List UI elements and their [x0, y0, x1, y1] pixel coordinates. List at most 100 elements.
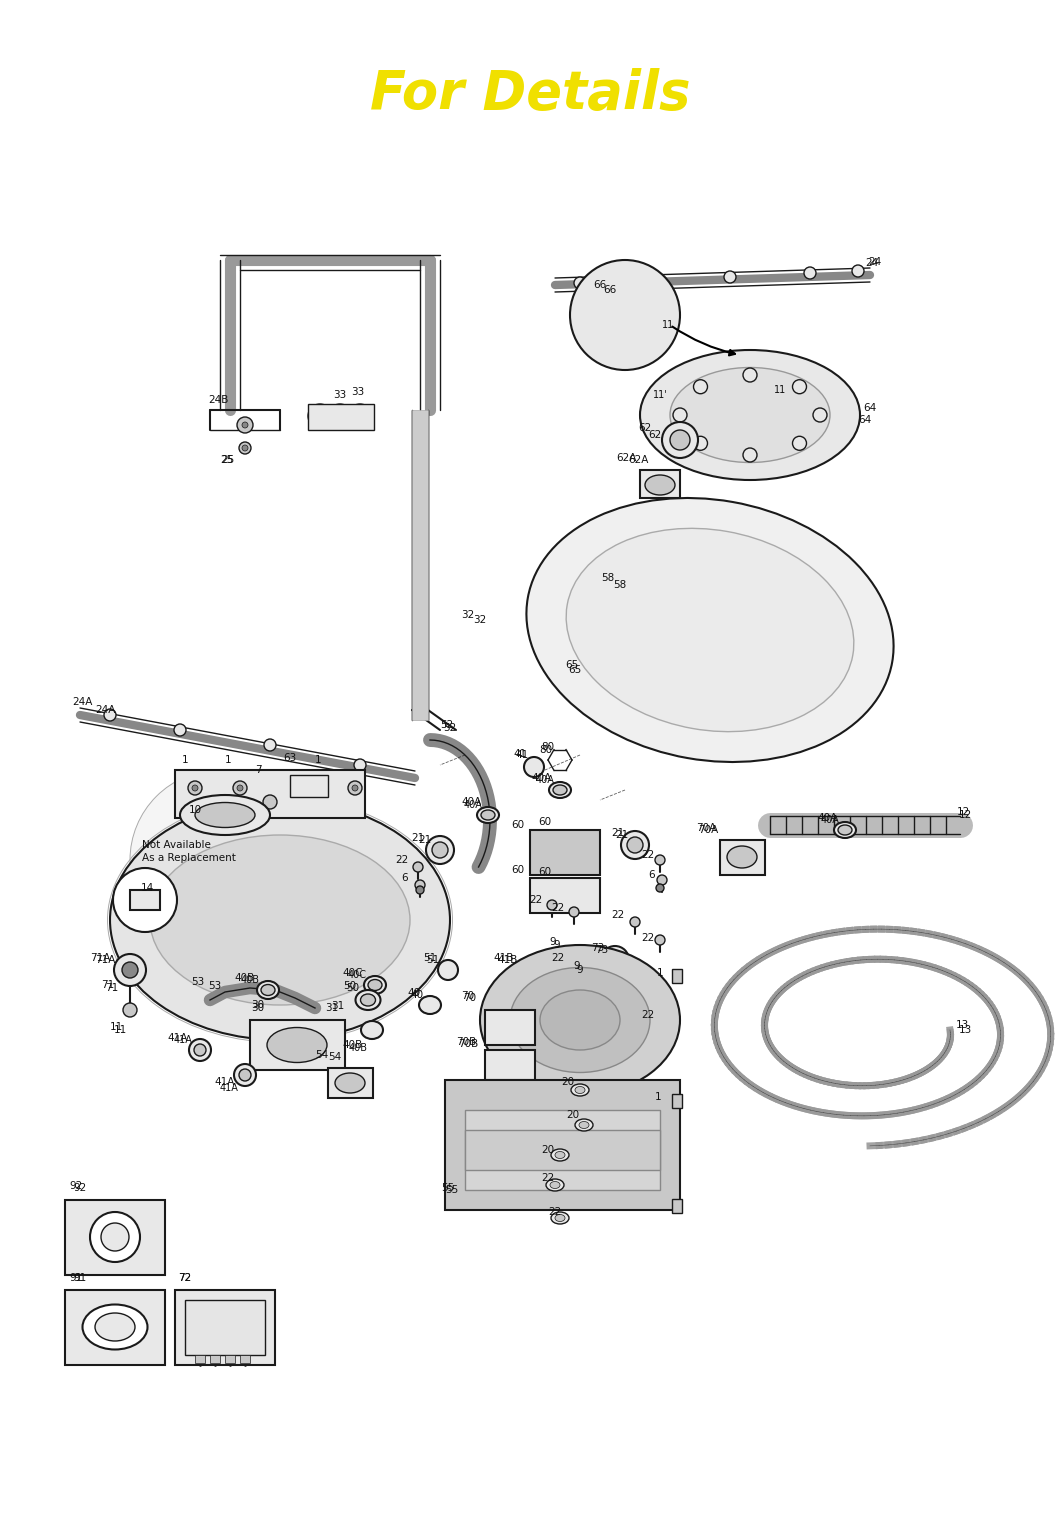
- Text: 60: 60: [511, 865, 524, 876]
- Ellipse shape: [361, 1021, 383, 1040]
- Text: 66: 66: [604, 285, 616, 295]
- Ellipse shape: [480, 945, 680, 1095]
- Circle shape: [242, 423, 248, 429]
- Ellipse shape: [150, 834, 410, 1004]
- Circle shape: [793, 436, 806, 450]
- Bar: [195, 1355, 205, 1363]
- Circle shape: [114, 954, 146, 986]
- Text: 22: 22: [541, 1173, 555, 1183]
- Circle shape: [348, 404, 372, 429]
- Ellipse shape: [727, 847, 756, 868]
- Text: 10: 10: [189, 805, 202, 814]
- Text: 71: 71: [105, 983, 119, 994]
- Ellipse shape: [427, 836, 454, 863]
- Ellipse shape: [83, 1304, 147, 1349]
- Text: 22: 22: [611, 909, 625, 920]
- Text: 60: 60: [511, 821, 524, 830]
- Bar: [465, 1130, 660, 1170]
- Text: 21: 21: [412, 833, 424, 844]
- Bar: [65, 1200, 166, 1275]
- Text: 40: 40: [407, 987, 420, 998]
- Circle shape: [237, 416, 253, 433]
- Circle shape: [237, 785, 243, 792]
- Text: 31: 31: [326, 1003, 338, 1014]
- Text: 22: 22: [642, 1010, 655, 1020]
- Ellipse shape: [834, 822, 856, 837]
- Text: 22: 22: [396, 854, 408, 865]
- Text: 40A: 40A: [820, 814, 839, 825]
- Circle shape: [174, 724, 186, 736]
- Circle shape: [352, 785, 358, 792]
- Text: 41A: 41A: [168, 1033, 188, 1043]
- Text: 41A: 41A: [220, 1082, 239, 1093]
- Bar: [65, 1291, 166, 1366]
- Text: 20: 20: [541, 1145, 555, 1154]
- Bar: [590, 974, 601, 987]
- Circle shape: [574, 277, 586, 289]
- Circle shape: [573, 980, 582, 991]
- Text: 40A: 40A: [464, 801, 483, 810]
- Text: 40B: 40B: [241, 975, 260, 984]
- Circle shape: [263, 795, 277, 808]
- Text: 40A: 40A: [536, 775, 555, 785]
- Ellipse shape: [550, 1182, 560, 1188]
- Text: 73: 73: [591, 943, 605, 952]
- Text: 33: 33: [351, 387, 365, 397]
- Ellipse shape: [571, 1084, 589, 1096]
- Text: 91: 91: [73, 1272, 87, 1283]
- Bar: [308, 404, 373, 430]
- Bar: [720, 841, 765, 876]
- Circle shape: [192, 785, 198, 792]
- Text: 50: 50: [344, 981, 356, 991]
- Circle shape: [233, 781, 247, 795]
- Circle shape: [518, 960, 538, 980]
- Bar: [530, 877, 601, 912]
- Bar: [530, 830, 601, 876]
- Text: 20: 20: [567, 1110, 579, 1121]
- Circle shape: [743, 449, 756, 462]
- Ellipse shape: [579, 1122, 589, 1128]
- Text: 14: 14: [140, 883, 154, 893]
- Bar: [672, 1095, 682, 1108]
- Text: 6: 6: [402, 873, 408, 883]
- Text: 91: 91: [69, 1272, 83, 1283]
- Circle shape: [804, 266, 816, 279]
- Ellipse shape: [621, 831, 649, 859]
- Text: 52: 52: [440, 720, 454, 730]
- Circle shape: [194, 1044, 206, 1056]
- Text: 40C: 40C: [343, 968, 363, 978]
- Circle shape: [123, 1003, 137, 1017]
- Circle shape: [694, 436, 708, 450]
- Text: 40: 40: [411, 991, 423, 1000]
- Circle shape: [264, 739, 276, 752]
- Circle shape: [662, 423, 698, 458]
- Ellipse shape: [575, 1087, 585, 1093]
- Text: 22: 22: [552, 903, 564, 912]
- Text: 41B: 41B: [493, 952, 515, 963]
- Text: 1: 1: [315, 755, 321, 766]
- Circle shape: [570, 260, 680, 371]
- Circle shape: [348, 781, 362, 795]
- Text: 52: 52: [443, 723, 456, 733]
- Circle shape: [313, 781, 327, 795]
- Ellipse shape: [555, 1151, 566, 1159]
- Bar: [290, 775, 328, 798]
- Ellipse shape: [267, 1027, 327, 1063]
- Text: 58: 58: [602, 573, 614, 583]
- Ellipse shape: [640, 351, 860, 481]
- Ellipse shape: [669, 367, 830, 462]
- Circle shape: [601, 946, 629, 974]
- Ellipse shape: [477, 807, 499, 824]
- Text: 11: 11: [662, 320, 674, 331]
- Text: 11: 11: [109, 1023, 123, 1032]
- Ellipse shape: [355, 991, 381, 1010]
- Text: 24A: 24A: [72, 697, 92, 707]
- Text: 40B: 40B: [343, 1040, 363, 1050]
- Text: 40A: 40A: [532, 773, 552, 782]
- Ellipse shape: [555, 1214, 566, 1222]
- Text: 1: 1: [655, 1092, 661, 1102]
- Circle shape: [188, 781, 202, 795]
- Circle shape: [122, 961, 138, 978]
- Text: 62: 62: [648, 430, 662, 439]
- Circle shape: [655, 854, 665, 865]
